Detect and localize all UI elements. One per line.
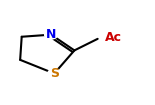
Text: S: S (50, 67, 59, 80)
Text: N: N (46, 28, 56, 41)
Text: Ac: Ac (105, 31, 122, 44)
Circle shape (48, 69, 61, 78)
Circle shape (45, 30, 58, 39)
